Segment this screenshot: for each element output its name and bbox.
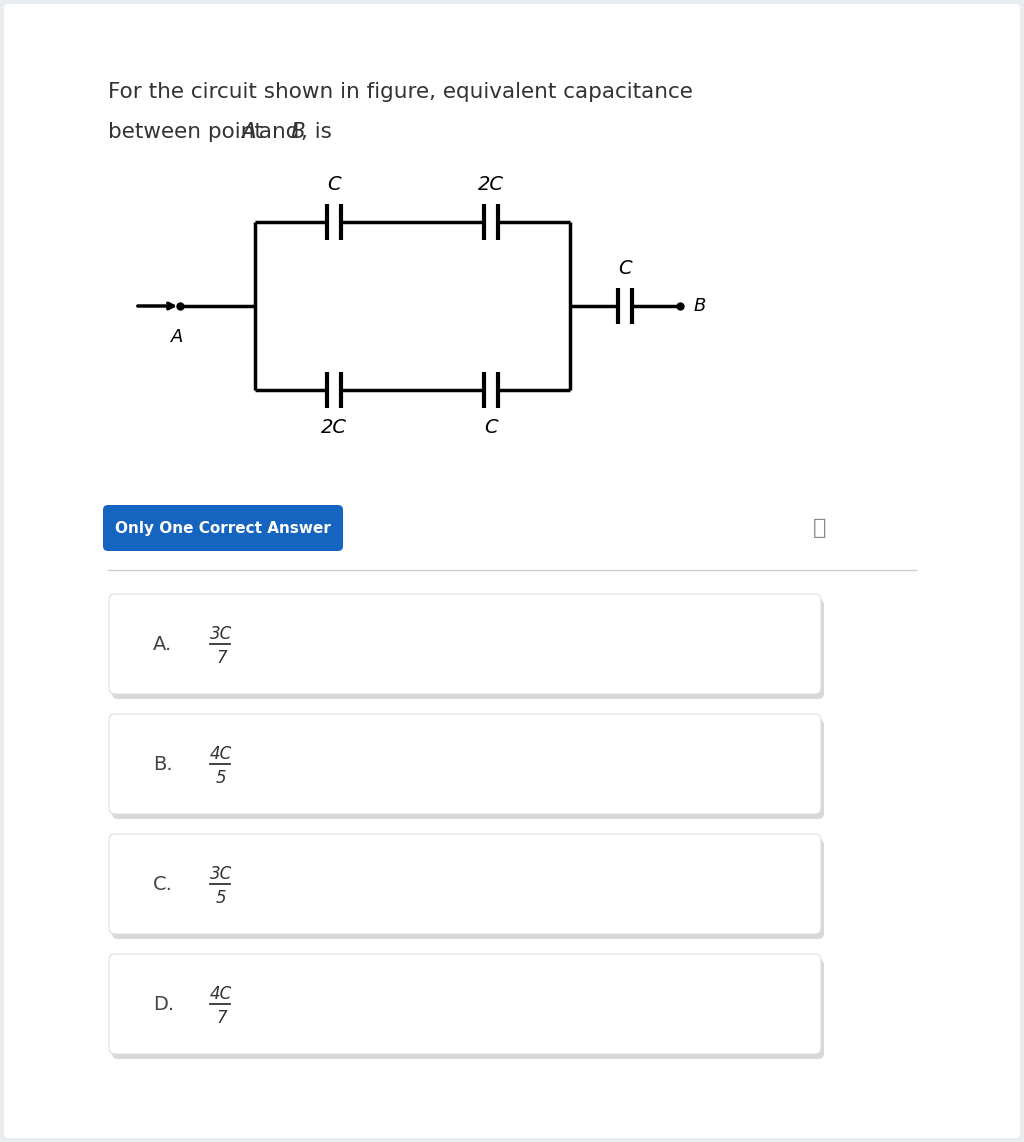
FancyBboxPatch shape [112, 959, 824, 1059]
Text: For the circuit shown in figure, equivalent capacitance: For the circuit shown in figure, equival… [108, 82, 693, 102]
Text: B: B [694, 297, 707, 315]
Text: between point: between point [108, 122, 269, 142]
Text: 7: 7 [216, 1010, 226, 1027]
Text: 2C: 2C [478, 175, 504, 194]
FancyBboxPatch shape [109, 714, 821, 814]
Text: 5: 5 [216, 769, 226, 787]
Text: A.: A. [153, 635, 172, 653]
FancyBboxPatch shape [4, 5, 1020, 1137]
FancyBboxPatch shape [112, 600, 824, 699]
Text: C.: C. [153, 875, 173, 893]
Text: 4C: 4C [210, 745, 232, 763]
Text: , is: , is [301, 122, 332, 142]
Text: C: C [327, 175, 341, 194]
Text: 7: 7 [216, 649, 226, 667]
FancyBboxPatch shape [109, 834, 821, 934]
Text: A: A [171, 328, 183, 346]
FancyBboxPatch shape [109, 594, 821, 694]
Text: A: A [241, 122, 256, 142]
Text: 5: 5 [216, 888, 226, 907]
FancyBboxPatch shape [103, 505, 343, 550]
Text: C: C [618, 259, 632, 278]
Text: and: and [252, 122, 306, 142]
Text: B: B [290, 122, 305, 142]
Text: B.: B. [153, 755, 173, 773]
FancyBboxPatch shape [109, 954, 821, 1054]
Text: 3C: 3C [210, 625, 232, 643]
Text: D.: D. [153, 995, 174, 1013]
FancyBboxPatch shape [112, 719, 824, 819]
Text: 2C: 2C [321, 418, 347, 437]
FancyBboxPatch shape [112, 839, 824, 939]
Text: 3C: 3C [210, 864, 232, 883]
Text: Only One Correct Answer: Only One Correct Answer [115, 521, 331, 536]
Text: 4C: 4C [210, 986, 232, 1003]
Text: ⓘ: ⓘ [813, 518, 826, 538]
Text: C: C [484, 418, 498, 437]
